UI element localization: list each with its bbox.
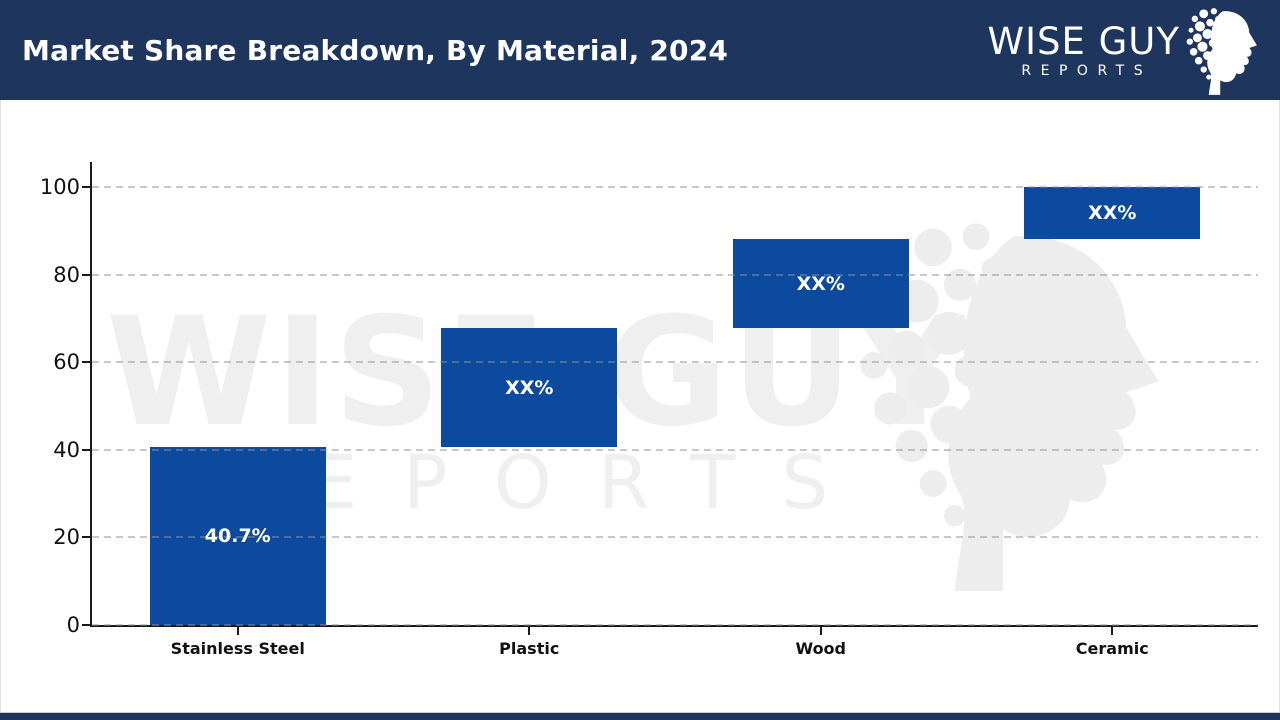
brand-subtitle: REPORTS: [1021, 62, 1153, 79]
gridline: [92, 448, 1258, 451]
bar-value-label: XX%: [796, 272, 845, 295]
gridline: [92, 624, 1258, 626]
plot-area: 0 20 40 60 80 100 40.7% Stainless Steel XX% Plast…: [40, 162, 1258, 658]
gridline: [92, 185, 1258, 188]
bar-value-label: XX%: [505, 376, 554, 399]
chart-title: Market Share Breakdown, By Material, 202…: [22, 33, 729, 67]
x-tick-mark: [236, 625, 239, 635]
x-tick-mark: [528, 625, 531, 635]
x-category-label: Plastic: [499, 639, 560, 658]
watermark-dotted-head-icon: [860, 223, 1159, 591]
y-tick-label: 60: [53, 350, 80, 375]
y-tick-label: 80: [53, 262, 80, 287]
y-tick-mark: [82, 448, 92, 451]
brand-logo: WISE GUY REPORTS: [988, 6, 1262, 95]
bar-value-label: 40.7%: [204, 524, 271, 547]
y-tick-label: 20: [53, 525, 80, 550]
x-category-label: Wood: [795, 639, 846, 658]
bar: [1024, 186, 1201, 239]
gridline: [92, 273, 1258, 276]
y-tick-label: 100: [39, 174, 80, 199]
gridline: [92, 361, 1258, 364]
footer-bar: [0, 712, 1280, 720]
bar: [441, 328, 618, 447]
y-tick-mark: [82, 185, 92, 188]
brand-name: WISE GUY: [987, 19, 1180, 63]
y-tick-label: 40: [53, 437, 80, 462]
y-tick-mark: [82, 273, 92, 276]
x-tick-mark: [1111, 625, 1114, 635]
y-tick-mark: [82, 536, 92, 539]
brand-dotted-head-icon: [1186, 7, 1257, 95]
brand-logo-text: WISE GUY REPORTS: [987, 19, 1180, 79]
y-tick-label: 0: [66, 613, 80, 637]
bar: [149, 446, 326, 625]
bar: [732, 238, 909, 329]
y-tick-mark: [82, 361, 92, 364]
x-category-label: Stainless Steel: [170, 639, 305, 658]
gridline: [92, 536, 1258, 539]
x-category-label: Ceramic: [1075, 639, 1149, 658]
x-tick-mark: [819, 625, 822, 635]
y-tick-mark: [82, 624, 92, 626]
header-bar: Market Share Breakdown, By Material, 202…: [0, 0, 1280, 100]
bar-value-label: XX%: [1088, 201, 1137, 224]
